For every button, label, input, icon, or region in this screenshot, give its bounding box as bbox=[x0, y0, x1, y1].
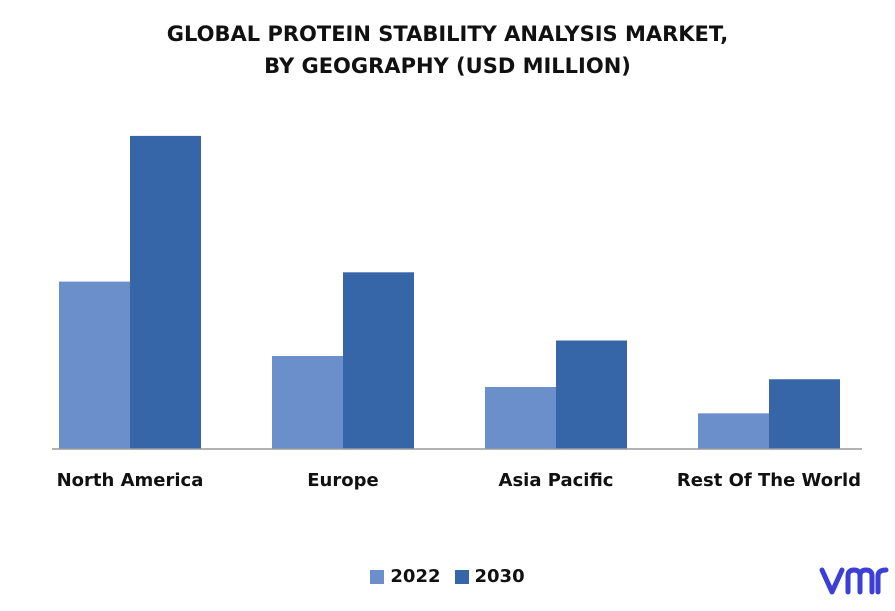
bar-europe-2022 bbox=[272, 356, 343, 449]
bar-europe-2030 bbox=[343, 272, 414, 449]
category-labels: North America Europe Asia Pacific Rest Of T… bbox=[57, 470, 861, 491]
vmr-logo-icon bbox=[819, 567, 889, 595]
x-tick-label: Asia Pacific bbox=[499, 470, 614, 491]
chart-title-line-2: BY GEOGRAPHY (USD MILLION) bbox=[264, 54, 631, 78]
x-tick-label: Rest Of The World bbox=[677, 470, 861, 491]
legend-item-2030: 2030 bbox=[454, 566, 525, 587]
bar-north-america-2022 bbox=[59, 281, 130, 449]
bar-rest-of-the-world-2022 bbox=[698, 413, 769, 449]
legend-label-2022: 2022 bbox=[390, 566, 441, 587]
bar-north-america-2030 bbox=[130, 135, 201, 449]
bar-rest-of-the-world-2030 bbox=[769, 379, 840, 449]
x-tick-label: North America bbox=[57, 470, 204, 491]
legend-swatch-2022 bbox=[370, 569, 385, 584]
bar-asia-pacific-2030 bbox=[556, 340, 627, 449]
legend-item-2022: 2022 bbox=[370, 566, 441, 587]
chart-title: GLOBAL PROTEIN STABILITY ANALYSIS MARKET… bbox=[0, 18, 895, 82]
legend: 2022 2030 bbox=[0, 566, 895, 587]
bar-asia-pacific-2022 bbox=[485, 387, 556, 449]
bars-group bbox=[59, 135, 840, 449]
legend-label-2030: 2030 bbox=[474, 566, 525, 587]
chart-title-line-1: GLOBAL PROTEIN STABILITY ANALYSIS MARKET… bbox=[166, 22, 729, 46]
legend-swatch-2030 bbox=[454, 569, 469, 584]
x-tick-label: Europe bbox=[307, 470, 378, 491]
